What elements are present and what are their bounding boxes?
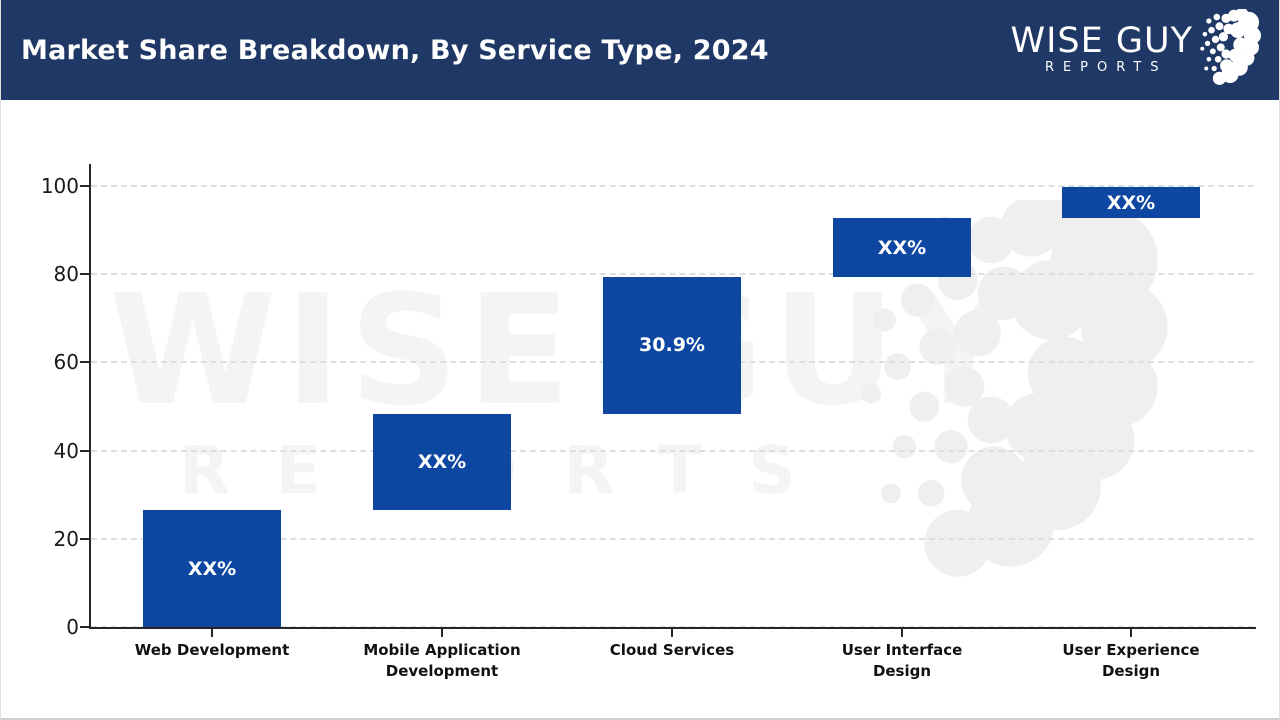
y-tick-mark bbox=[80, 273, 89, 276]
x-tick-mark bbox=[671, 629, 673, 637]
y-tick-label: 0 bbox=[66, 615, 79, 639]
x-tick-mark bbox=[901, 629, 903, 637]
bar-segment bbox=[143, 510, 281, 627]
x-category-label: Cloud Services bbox=[609, 641, 735, 659]
bar-value-label: XX% bbox=[417, 450, 467, 473]
bar-value-label: XX% bbox=[187, 557, 237, 580]
wiseguy-logo-text: WISE GUY REPORTS bbox=[1010, 23, 1193, 77]
y-tick-mark bbox=[80, 185, 89, 187]
x-tick-mark bbox=[1130, 629, 1132, 637]
x-category-label: Mobile Application Development bbox=[363, 641, 521, 680]
logo-brand-subtitle: REPORTS bbox=[1044, 60, 1168, 75]
y-axis-line bbox=[89, 164, 91, 629]
bar-segment bbox=[603, 277, 741, 414]
gridline bbox=[91, 449, 1254, 452]
wiseguy-logo: WISE GUY REPORTS bbox=[1010, 9, 1263, 91]
chart-title: Market Share Breakdown, By Service Type,… bbox=[21, 34, 769, 66]
x-category-label: Web Development bbox=[134, 641, 290, 659]
y-tick-mark bbox=[80, 449, 89, 452]
x-category-label: User Interface Design bbox=[841, 641, 963, 680]
bar-value-label: XX% bbox=[1106, 191, 1156, 214]
logo-dotted-face-icon bbox=[1197, 9, 1263, 91]
bar-segment bbox=[373, 413, 511, 511]
y-tick-label: 100 bbox=[40, 174, 79, 198]
bar-value-label: 30.9% bbox=[639, 334, 705, 357]
y-tick-mark bbox=[80, 361, 89, 364]
y-tick-mark bbox=[80, 626, 89, 628]
x-tick-mark bbox=[211, 629, 213, 637]
y-tick-label: 80 bbox=[53, 262, 79, 287]
y-tick-mark bbox=[80, 537, 89, 540]
header-banner: Market Share Breakdown, By Service Type,… bbox=[1, 0, 1279, 100]
y-tick-label: 60 bbox=[53, 350, 79, 375]
bar-value-label: XX% bbox=[877, 236, 927, 259]
gridline bbox=[91, 273, 1254, 276]
bar-segment bbox=[833, 218, 971, 278]
x-category-label: User Experience Design bbox=[1062, 641, 1200, 680]
logo-brand-name: WISE GUY bbox=[1010, 21, 1193, 61]
y-tick-label: 20 bbox=[53, 526, 79, 551]
watermark-text-line1: WISE GUY bbox=[109, 262, 1022, 439]
gridline bbox=[91, 537, 1254, 540]
x-axis-line bbox=[89, 627, 1256, 629]
bar-segment bbox=[1062, 187, 1200, 219]
x-tick-mark bbox=[441, 629, 443, 637]
gridline bbox=[91, 185, 1254, 187]
y-tick-label: 40 bbox=[53, 438, 79, 463]
